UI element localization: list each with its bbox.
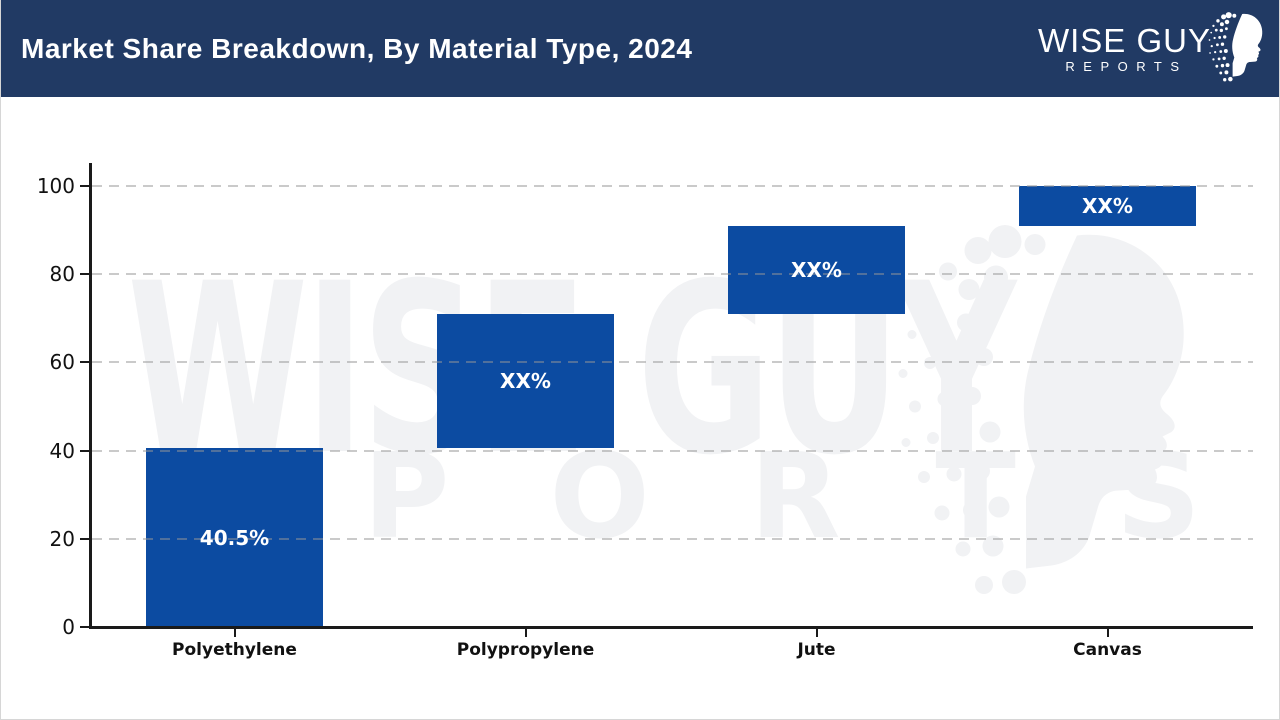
logo-line2: REPORTS [1065,59,1188,74]
x-tick [524,629,527,637]
y-tick-label: 80 [49,262,75,287]
bar-canvas [1019,186,1196,226]
y-tick [80,273,89,276]
y-tick-label: 20 [49,526,75,551]
gridline [92,449,1253,452]
gridline [92,273,1253,276]
y-tick [80,361,89,364]
x-category-label: Polypropylene [456,640,595,660]
bar-polypropylene [437,313,614,449]
logo-line1: WISE GUY [1037,22,1211,59]
bar-value-label: XX% [791,257,842,282]
bar-polyethylene [146,448,323,627]
x-category-label: Polyethylene [172,640,297,660]
watermark-head-icon [879,224,1209,619]
x-category-label: Jute [797,640,836,660]
wiseguy-head-icon [1205,12,1267,86]
y-tick [80,626,89,628]
bar-value-label: 40.5% [199,525,270,550]
y-tick [80,449,89,452]
y-tick-label: 0 [62,615,75,639]
gridline [92,185,1253,187]
x-axis-line [89,626,1253,629]
y-axis-line [89,163,92,629]
wiseguy-logo: WISE GUY REPORTS [1038,6,1267,92]
y-tick [80,537,89,540]
x-tick [815,629,818,637]
y-tick [80,185,89,187]
x-tick [233,629,236,637]
y-tick-label: 40 [49,438,75,463]
y-tick-label: 60 [49,350,75,375]
header-bar: Market Share Breakdown, By Material Type… [1,0,1279,97]
y-tick-label: 100 [36,174,75,198]
bar-value-label: XX% [500,369,551,394]
gridline [92,361,1253,364]
x-tick [1106,629,1109,637]
bar-value-label: XX% [1082,193,1133,218]
x-category-label: Canvas [1073,640,1142,660]
logo-wordmark: WISE GUY REPORTS [1037,22,1211,75]
page-title: Market Share Breakdown, By Material Type… [21,32,693,64]
bar-jute [728,225,905,314]
gridline [92,537,1253,540]
